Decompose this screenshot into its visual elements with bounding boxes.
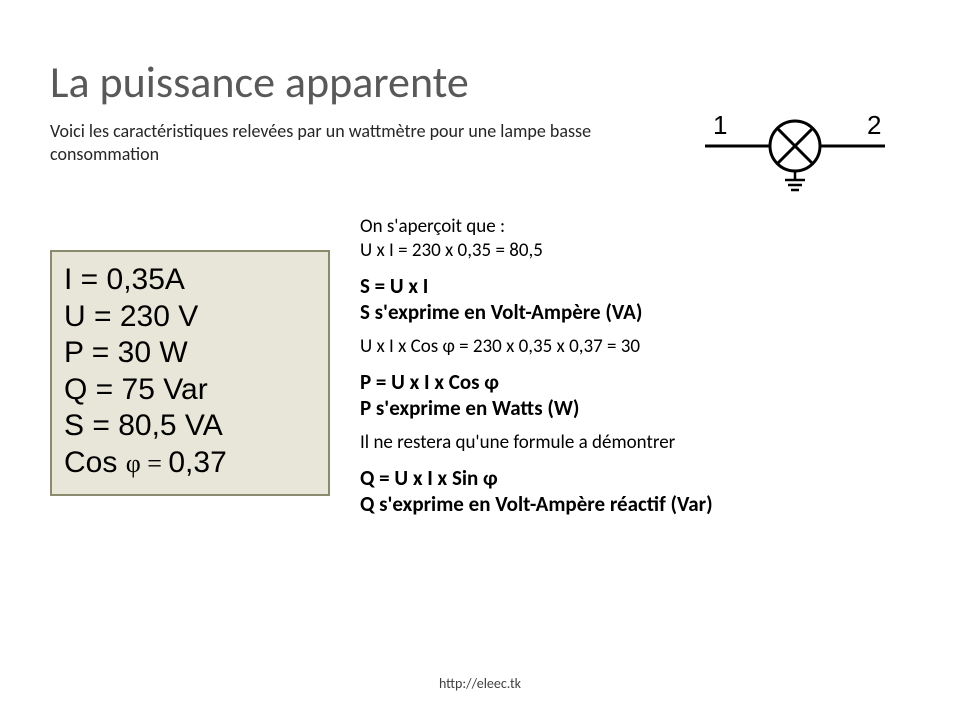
- p-formula: P = U x I x Cos φ: [360, 369, 920, 395]
- measure-u: U = 230 V: [64, 299, 316, 336]
- q-unit: Q s'exprime en Volt-Ampère réactif (Var): [360, 491, 920, 517]
- measure-cosphi: Cos φ = 0,37: [64, 445, 316, 482]
- subtitle-text: Voici les caractéristiques relevées par …: [50, 120, 610, 165]
- measurements-box: I = 0,35A U = 230 V P = 30 W Q = 75 Var …: [50, 250, 330, 496]
- measure-s: S = 80,5 VA: [64, 408, 316, 445]
- q-intro: Il ne restera qu'une formule a démontrer: [360, 431, 920, 455]
- q-intro-block: Il ne restera qu'une formule a démontrer: [360, 431, 920, 455]
- q-formula-block: Q = U x I x Sin φ Q s'exprime en Volt-Am…: [360, 465, 920, 518]
- lamp-symbol: 1 2: [685, 108, 905, 203]
- observation-calc: U x I = 230 x 0,35 = 80,5: [360, 239, 920, 263]
- s-formula-block: S = U x I S s'exprime en Volt-Ampère (VA…: [360, 273, 920, 326]
- p-calc: U x I x Cos φ = 230 x 0,35 x 0,37 = 30: [360, 335, 920, 359]
- terminal-2-label: 2: [867, 110, 881, 140]
- page-title: La puissance apparente: [50, 55, 469, 109]
- measure-q: Q = 75 Var: [64, 372, 316, 409]
- s-unit: S s'exprime en Volt-Ampère (VA): [360, 299, 920, 325]
- observation-block: On s'aperçoit que : U x I = 230 x 0,35 =…: [360, 215, 920, 263]
- measure-p: P = 30 W: [64, 335, 316, 372]
- p-calc-block: U x I x Cos φ = 230 x 0,35 x 0,37 = 30: [360, 335, 920, 359]
- terminal-1-label: 1: [713, 110, 727, 140]
- measure-i: I = 0,35A: [64, 262, 316, 299]
- observation-label: On s'aperçoit que :: [360, 215, 920, 239]
- footer-url: http://eleec.tk: [0, 675, 960, 692]
- p-unit: P s'exprime en Watts (W): [360, 395, 920, 421]
- explanation-column: On s'aperçoit que : U x I = 230 x 0,35 =…: [360, 215, 920, 518]
- q-formula: Q = U x I x Sin φ: [360, 465, 920, 491]
- s-formula: S = U x I: [360, 273, 920, 299]
- p-formula-block: P = U x I x Cos φ P s'exprime en Watts (…: [360, 369, 920, 422]
